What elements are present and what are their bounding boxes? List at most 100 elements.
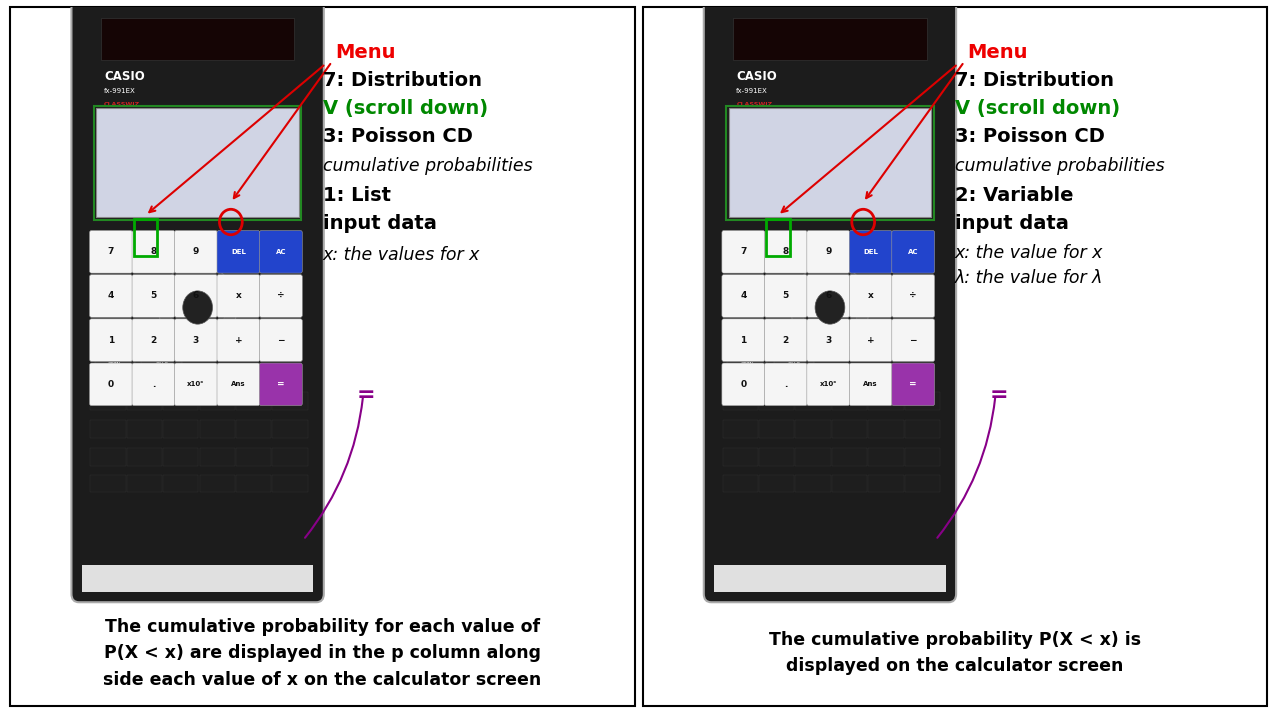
Bar <box>101 18 294 60</box>
Text: CLASSWIZ: CLASSWIZ <box>736 102 772 107</box>
Text: 7: 7 <box>108 247 114 256</box>
Bar <box>200 392 236 410</box>
Text: x10ˣ: x10ˣ <box>819 382 837 387</box>
FancyBboxPatch shape <box>174 275 218 318</box>
Bar <box>726 106 933 220</box>
Bar <box>163 474 198 492</box>
FancyBboxPatch shape <box>90 275 132 318</box>
Circle shape <box>183 291 212 324</box>
FancyBboxPatch shape <box>806 319 850 361</box>
Circle shape <box>765 246 790 273</box>
Text: fx-991EX: fx-991EX <box>104 88 136 94</box>
FancyBboxPatch shape <box>260 230 302 273</box>
Text: +: + <box>234 336 242 345</box>
Text: DEL: DEL <box>230 249 246 255</box>
FancyBboxPatch shape <box>218 230 260 273</box>
FancyBboxPatch shape <box>850 230 892 273</box>
Bar <box>832 449 868 466</box>
FancyBboxPatch shape <box>806 363 850 405</box>
FancyBboxPatch shape <box>764 275 808 318</box>
Text: Menu: Menu <box>335 43 396 62</box>
Bar <box>200 449 236 466</box>
Bar <box>236 449 271 466</box>
FancyBboxPatch shape <box>260 275 302 318</box>
Bar <box>236 474 271 492</box>
Bar <box>82 0 314 7</box>
Circle shape <box>133 246 157 273</box>
FancyBboxPatch shape <box>132 319 175 361</box>
Text: Menu: Menu <box>968 43 1028 62</box>
Bar <box>141 356 182 373</box>
Bar <box>759 474 795 492</box>
Bar <box>765 219 790 256</box>
Text: x: the value for x: x: the value for x <box>955 244 1103 262</box>
Bar <box>728 109 931 217</box>
Text: =: = <box>909 380 916 389</box>
Circle shape <box>169 276 225 339</box>
Bar <box>868 449 904 466</box>
FancyBboxPatch shape <box>850 275 892 318</box>
Text: 4: 4 <box>740 292 746 300</box>
Bar <box>832 420 868 438</box>
Circle shape <box>96 246 119 273</box>
Bar <box>868 420 904 438</box>
Bar <box>832 392 868 410</box>
Text: 3: Poisson CD: 3: Poisson CD <box>323 127 472 146</box>
Bar <box>93 106 301 220</box>
FancyBboxPatch shape <box>892 230 934 273</box>
Text: =: = <box>989 384 1007 405</box>
Text: 2: 2 <box>150 336 156 345</box>
FancyBboxPatch shape <box>892 319 934 361</box>
Bar <box>127 392 163 410</box>
FancyBboxPatch shape <box>850 363 892 405</box>
FancyBboxPatch shape <box>260 363 302 405</box>
Text: CASIO: CASIO <box>104 70 145 83</box>
FancyBboxPatch shape <box>722 275 764 318</box>
FancyBboxPatch shape <box>174 230 218 273</box>
FancyBboxPatch shape <box>806 230 850 273</box>
Text: V (scroll down): V (scroll down) <box>323 99 488 118</box>
Bar <box>90 449 125 466</box>
Circle shape <box>728 246 751 273</box>
Bar <box>795 392 831 410</box>
Bar <box>905 420 940 438</box>
Bar <box>905 392 940 410</box>
Bar <box>795 449 831 466</box>
Text: 9: 9 <box>193 247 200 256</box>
Bar <box>714 564 946 593</box>
Text: 3: 3 <box>826 336 832 345</box>
Bar <box>795 474 831 492</box>
Text: =: = <box>276 380 284 389</box>
FancyBboxPatch shape <box>892 275 934 318</box>
Bar <box>714 0 946 7</box>
Text: −: − <box>910 336 916 345</box>
Text: Ans: Ans <box>864 382 878 387</box>
FancyBboxPatch shape <box>722 230 764 273</box>
FancyBboxPatch shape <box>90 230 132 273</box>
Bar <box>163 420 198 438</box>
FancyBboxPatch shape <box>892 363 934 405</box>
FancyBboxPatch shape <box>850 319 892 361</box>
Text: CALC: CALC <box>155 362 168 367</box>
Bar <box>832 474 868 492</box>
Bar <box>273 392 307 410</box>
Text: 6: 6 <box>193 292 200 300</box>
Bar <box>722 474 758 492</box>
FancyBboxPatch shape <box>764 319 808 361</box>
Text: 5: 5 <box>782 292 788 300</box>
Circle shape <box>815 291 845 324</box>
Text: x: x <box>236 292 242 300</box>
Circle shape <box>159 264 237 351</box>
FancyBboxPatch shape <box>90 319 132 361</box>
Text: 8: 8 <box>150 247 156 256</box>
Bar <box>236 392 271 410</box>
Bar <box>759 449 795 466</box>
Text: 0: 0 <box>740 380 746 389</box>
Text: ÷: ÷ <box>909 292 916 300</box>
Bar <box>759 420 795 438</box>
Text: 3: Poisson CD: 3: Poisson CD <box>955 127 1105 146</box>
FancyBboxPatch shape <box>722 363 764 405</box>
Text: 2: 2 <box>782 336 788 345</box>
Bar <box>236 420 271 438</box>
FancyBboxPatch shape <box>72 0 324 602</box>
